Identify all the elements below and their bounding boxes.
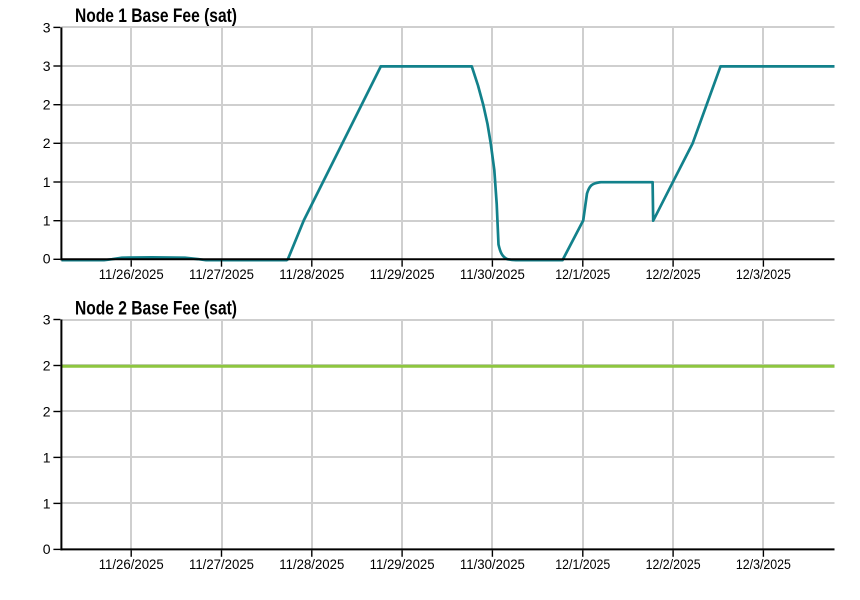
svg-text:1: 1 [43,213,51,229]
svg-text:11/27/2025: 11/27/2025 [189,266,254,282]
svg-text:11/28/2025: 11/28/2025 [279,556,344,572]
svg-text:11/26/2025: 11/26/2025 [99,266,164,282]
svg-text:3: 3 [43,311,51,327]
svg-text:3: 3 [43,19,51,35]
svg-text:Node 2 Base Fee (sat): Node 2 Base Fee (sat) [75,298,237,319]
svg-text:12/3/2025: 12/3/2025 [736,556,791,572]
svg-text:2: 2 [43,97,51,113]
svg-text:2: 2 [43,357,51,373]
svg-text:2: 2 [43,135,51,151]
svg-text:11/26/2025: 11/26/2025 [99,556,164,572]
svg-text:Node 1 Base Fee (sat): Node 1 Base Fee (sat) [75,6,237,27]
svg-text:1: 1 [43,495,51,511]
svg-text:11/28/2025: 11/28/2025 [279,266,344,282]
svg-text:1: 1 [43,174,51,190]
svg-text:11/29/2025: 11/29/2025 [370,266,435,282]
svg-text:12/1/2025: 12/1/2025 [555,556,610,572]
svg-text:12/2/2025: 12/2/2025 [646,266,701,282]
svg-text:12/1/2025: 12/1/2025 [555,266,610,282]
svg-text:11/27/2025: 11/27/2025 [189,556,254,572]
svg-text:11/30/2025: 11/30/2025 [460,266,525,282]
svg-text:1: 1 [43,449,51,465]
svg-text:0: 0 [43,251,51,267]
svg-text:3: 3 [43,58,51,74]
svg-text:12/2/2025: 12/2/2025 [646,556,701,572]
svg-text:2: 2 [43,403,51,419]
svg-text:11/29/2025: 11/29/2025 [370,556,435,572]
svg-text:12/3/2025: 12/3/2025 [736,266,791,282]
svg-text:0: 0 [43,541,51,557]
svg-text:11/30/2025: 11/30/2025 [460,556,525,572]
